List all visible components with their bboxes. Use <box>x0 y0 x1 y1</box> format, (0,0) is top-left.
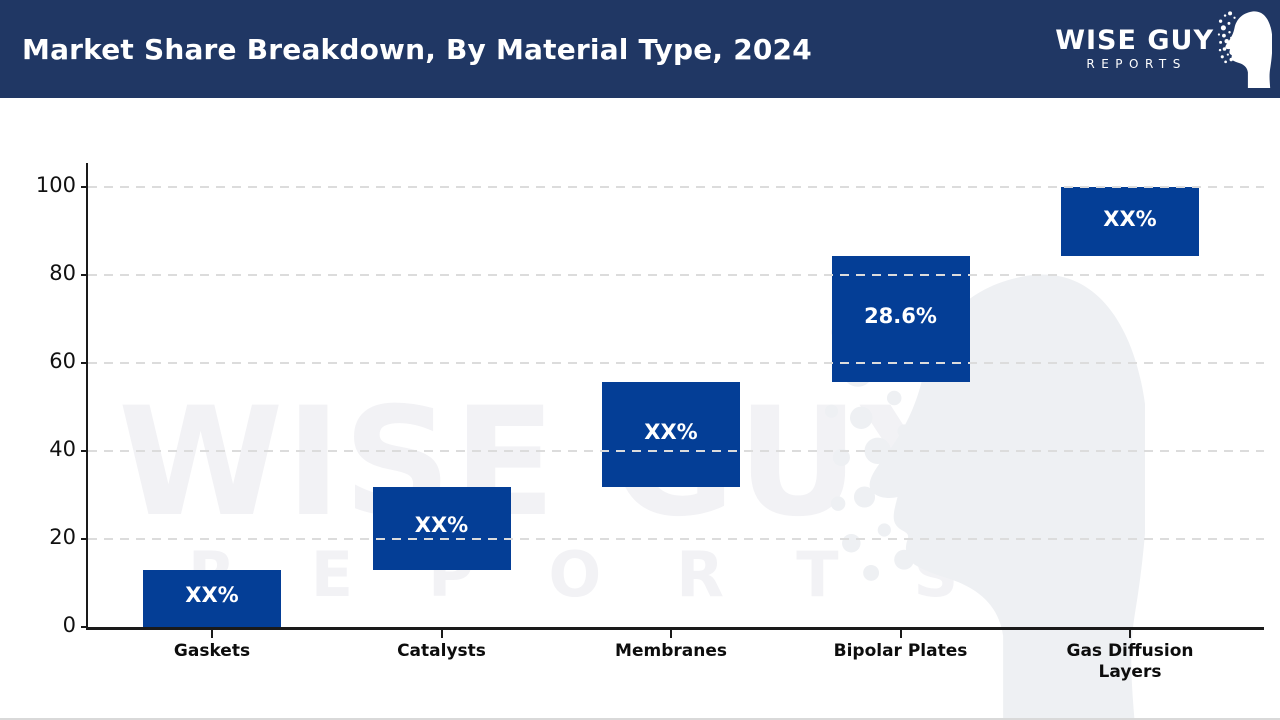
x-tick-label-gaskets: Gaskets <box>173 641 251 661</box>
y-tick-label: 20 <box>49 525 76 549</box>
header: Market Share Breakdown, By Material Type… <box>0 0 1280 98</box>
y-tick-mark <box>81 450 88 452</box>
wiseguy-logo: WISE GUY REPORTS <box>1055 0 1272 98</box>
x-axis-spine <box>86 627 1264 630</box>
y-tick-label: 100 <box>35 173 76 197</box>
y-tick-mark <box>81 538 88 540</box>
bar-bipolar-plates <box>831 256 970 382</box>
y-tick-label: 80 <box>49 261 76 285</box>
gridline-40 <box>88 450 1264 452</box>
bar-gas-diffusion-layers <box>1061 187 1199 257</box>
x-tick-label-bipolar-plates: Bipolar Plates <box>833 641 968 661</box>
y-tick-mark <box>81 626 88 628</box>
x-tick-mark <box>670 630 672 638</box>
x-tick-label-catalysts: Catalysts <box>397 641 486 661</box>
bar-catalysts <box>372 487 511 570</box>
gridline-60 <box>88 362 1264 364</box>
x-tick-label-gas-diffusion-layers: Gas Diffusion Layers <box>1066 641 1194 682</box>
watermark-wordmark: WISE GUY <box>118 376 972 550</box>
y-tick-label: 60 <box>49 349 76 373</box>
bar-value-label-gaskets: XX% <box>185 583 239 608</box>
x-tick-mark <box>440 630 443 638</box>
page-bottom-border <box>0 718 1280 720</box>
bar-value-label-gas-diffusion-layers: XX% <box>1103 206 1157 231</box>
x-tick-mark <box>1129 630 1131 638</box>
bar-value-label-catalysts: XX% <box>414 513 469 538</box>
gridline-100 <box>88 186 1264 188</box>
bar-value-label-membranes: XX% <box>644 419 698 444</box>
logo-text: WISE GUY REPORTS <box>1055 25 1214 72</box>
x-tick-label-membranes: Membranes <box>615 641 727 661</box>
bar-value-label-bipolar-plates: 28.6% <box>864 304 937 328</box>
bar-membranes <box>602 381 740 488</box>
y-axis-spine <box>86 163 88 630</box>
gridline-80 <box>88 274 1264 276</box>
y-tick-mark <box>81 186 88 188</box>
y-tick-label: 40 <box>49 437 76 461</box>
y-tick-mark <box>81 362 88 364</box>
logo-subtext: REPORTS <box>1086 57 1187 71</box>
gridline-20 <box>88 538 1264 540</box>
watermark-subtext: REPORTS <box>188 538 1034 611</box>
y-tick-label: 0 <box>62 613 76 637</box>
logo-wordmark: WISE GUY <box>1055 25 1214 56</box>
bar-gaskets <box>143 569 281 627</box>
x-tick-mark <box>899 630 902 638</box>
chart-title: Market Share Breakdown, By Material Type… <box>22 32 812 66</box>
y-tick-mark <box>81 274 88 276</box>
x-tick-mark <box>211 630 213 638</box>
